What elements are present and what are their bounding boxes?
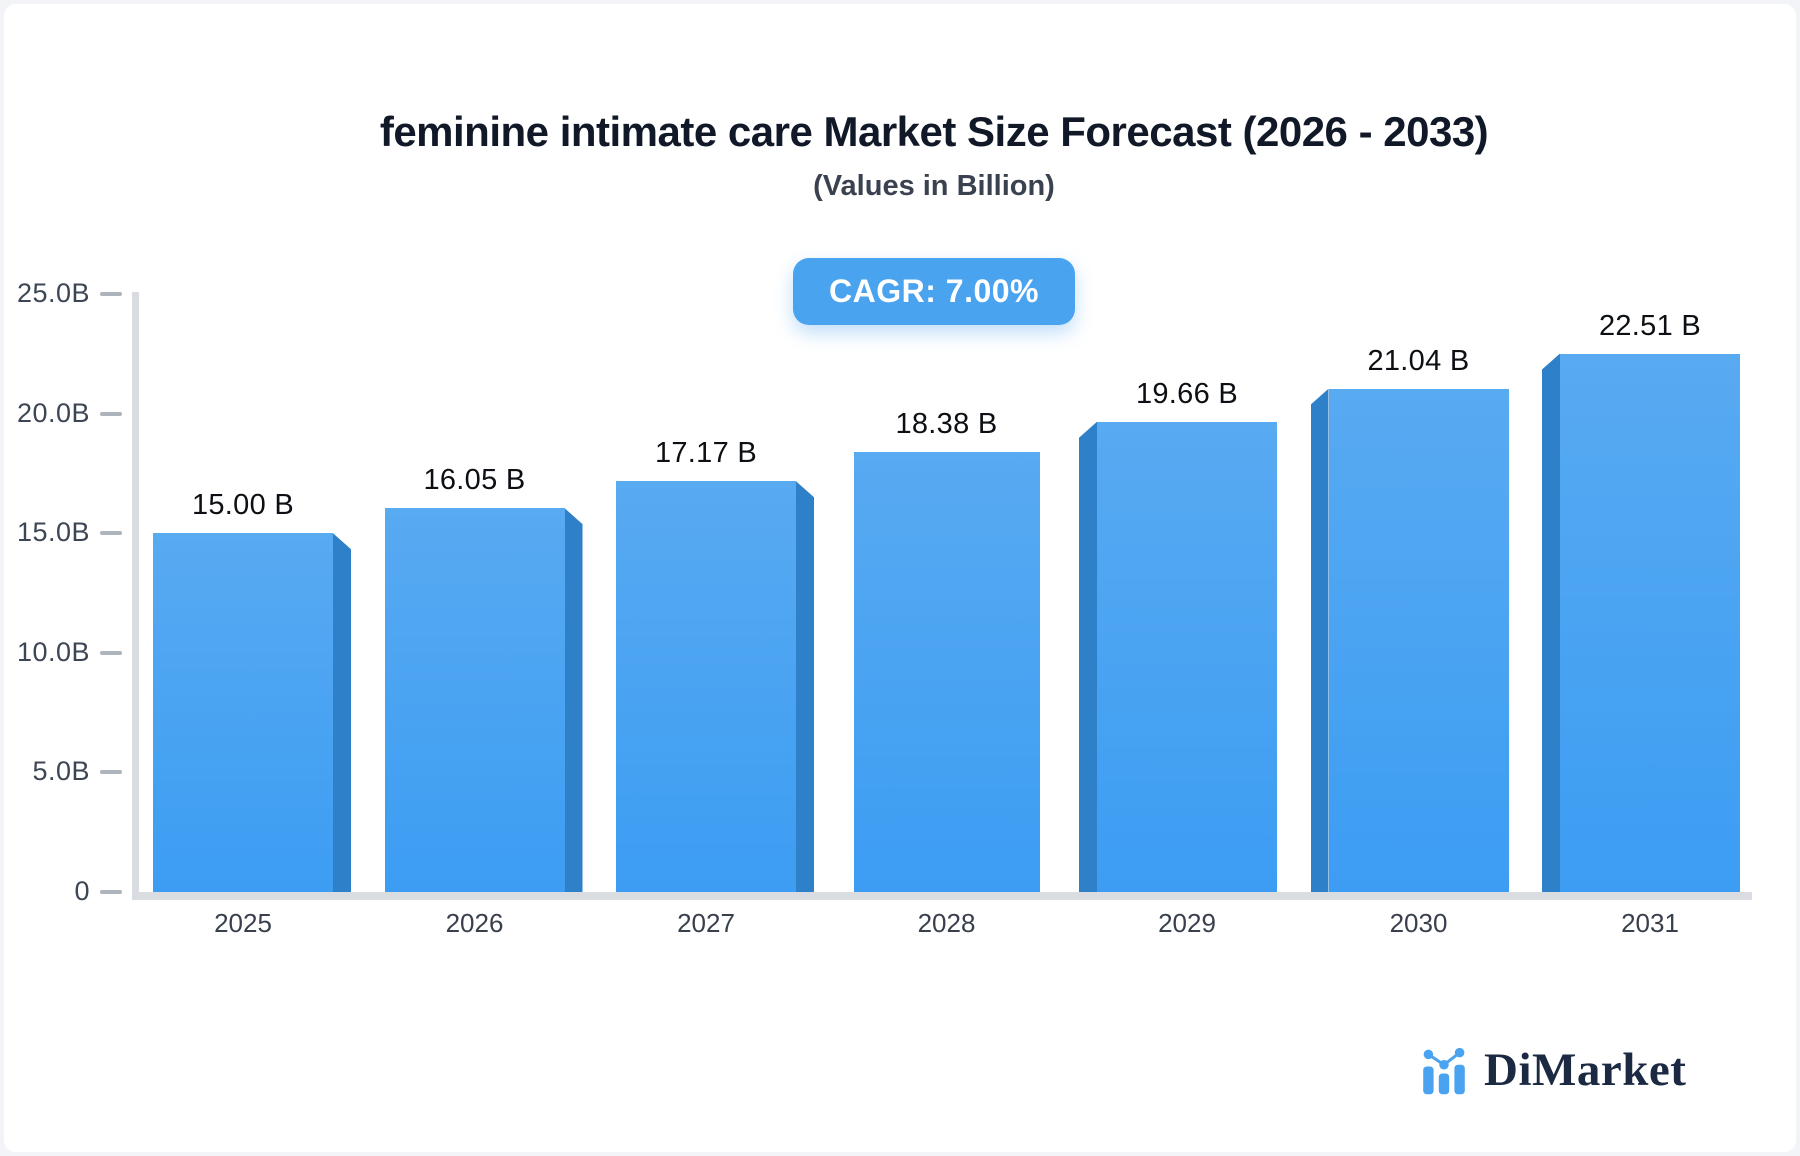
bar-side-face (333, 533, 351, 892)
x-axis-label: 2027 (677, 907, 735, 938)
y-axis-tick (100, 650, 122, 655)
bar-2027: 17.17 B 2027 (601, 437, 833, 938)
bar-value-label: 17.17 B (654, 437, 758, 470)
y-axis-tick (100, 292, 122, 296)
bar-face (384, 508, 565, 892)
bar-face (1097, 421, 1277, 892)
bar-face (1560, 353, 1740, 892)
logo-text: DiMarket (1484, 1044, 1687, 1096)
bar-side-face (1310, 388, 1329, 892)
bar-value-label: 16.05 B (423, 464, 526, 497)
bar-face (853, 452, 1040, 892)
y-axis-label: 0 (74, 876, 90, 906)
y-axis-tick (100, 770, 122, 775)
chart-subtitle: (Values in Billion) (813, 170, 1055, 202)
bar-face (153, 533, 333, 892)
y-axis-label: 20.0B (16, 397, 90, 428)
bar-value-label: 15.00 B (191, 489, 295, 522)
bar-value-label: 22.51 B (1598, 309, 1702, 342)
bar-side-face (1079, 421, 1097, 892)
chart-card: feminine intimate care Market Size Forec… (4, 4, 1796, 1152)
cagr-badge: CAGR: 7.00% (793, 258, 1075, 325)
bar-face (616, 481, 796, 892)
y-axis-label: 25.0B (16, 278, 90, 308)
x-axis-label: 2031 (1621, 907, 1679, 938)
y-axis-tick (100, 411, 122, 416)
bar-side-face (564, 508, 583, 892)
cagr-badge-row: CAGR: 7.00% (64, 258, 1800, 325)
y-axis-label: 5.0B (32, 756, 90, 787)
chart-title: feminine intimate care Market Size Forec… (379, 108, 1489, 155)
dimarket-logo: DiMarket (1418, 1042, 1686, 1098)
y-axis-line (132, 292, 139, 900)
y-axis-tick (100, 531, 122, 536)
bar-value-label: 19.66 B (1135, 377, 1239, 410)
bar-2026: 16.05 B 2026 (370, 464, 602, 938)
bar-2029: 19.66 B 2029 (1064, 378, 1296, 938)
bar-side-face (1542, 353, 1560, 892)
bar-chart-logo-icon (1423, 1047, 1465, 1095)
x-axis-label: 2026 (445, 907, 504, 938)
x-axis-label: 2028 (917, 907, 976, 938)
bar-value-label: 21.04 B (1367, 344, 1470, 377)
bar-2025: 15.00 B 2025 (138, 489, 370, 938)
bar-2028: 18.38 B 2028 (833, 408, 1065, 938)
x-axis-label: 2030 (1389, 907, 1448, 938)
bar-2030: 21.04 B 2030 (1296, 345, 1528, 938)
y-axis-label: 15.0B (16, 517, 90, 548)
x-axis-label: 2025 (214, 907, 272, 938)
bar-face (1328, 388, 1509, 892)
x-axis-label: 2029 (1158, 907, 1216, 938)
bar-side-face (796, 481, 814, 892)
x-axis-baseline (132, 892, 1752, 900)
y-axis-tick (100, 890, 122, 894)
y-axis-label: 10.0B (16, 636, 90, 667)
bar-2031: 22.51 B 2031 (1527, 310, 1759, 938)
bar-value-label: 18.38 B (895, 408, 998, 441)
